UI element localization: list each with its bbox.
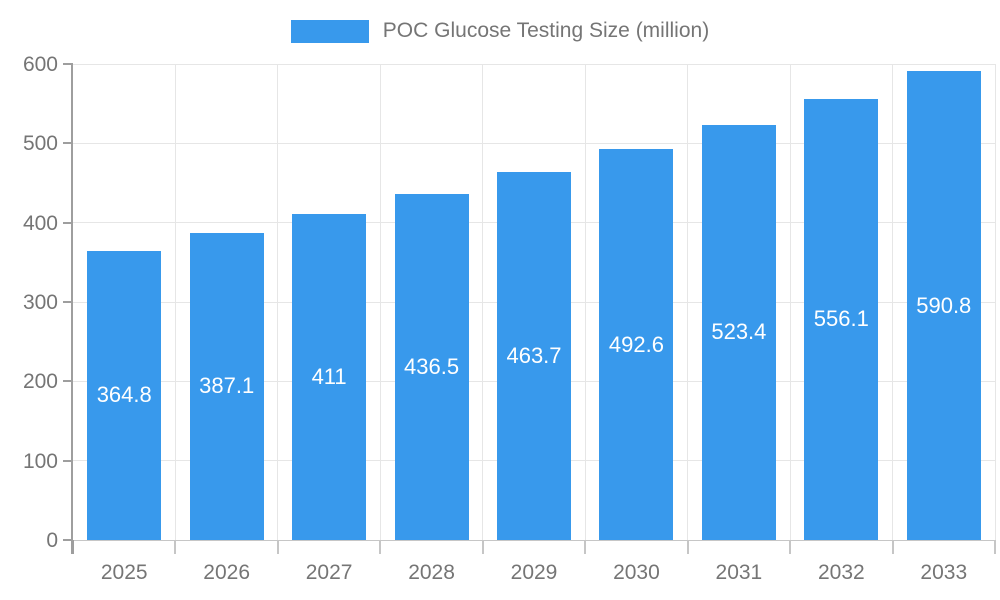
x-axis-tick-label: 2028: [408, 561, 455, 584]
x-axis-tick-label: 2032: [817, 561, 865, 584]
x-axis-tick: [584, 540, 587, 554]
y-axis-tick-label: 600: [22, 53, 58, 76]
x-axis-tick-label: 2033: [920, 561, 968, 584]
y-axis-tick-label: 0: [46, 529, 58, 552]
x-axis-tick-label: 2027: [305, 561, 353, 584]
x-axis-tick-label: 2030: [613, 561, 660, 584]
bar-value-label: 411: [311, 363, 347, 389]
bar[interactable]: 590.8: [906, 71, 981, 540]
x-axis-tick-label: 2025: [100, 561, 148, 584]
bar[interactable]: 387.1: [189, 232, 264, 540]
y-gridline: [73, 142, 995, 144]
legend-item[interactable]: POC Glucose Testing Size (million): [290, 19, 710, 43]
y-axis-tick: [63, 63, 73, 65]
y-axis-tick-label: 200: [22, 370, 58, 394]
bar[interactable]: 523.4: [701, 124, 776, 540]
category-boundary-gridline: [482, 64, 484, 540]
x-axis-tick: [994, 540, 996, 554]
y-gridline: [73, 539, 995, 541]
category-boundary-gridline: [892, 64, 894, 540]
y-axis-tick-label: 300: [22, 291, 58, 314]
category-boundary-gridline: [687, 64, 689, 540]
bar[interactable]: 364.8: [87, 250, 162, 540]
chart-legend: POC Glucose Testing Size (million): [0, 19, 1000, 43]
category-boundary-gridline: [379, 64, 381, 540]
x-axis-tick-label: 2026: [203, 561, 251, 584]
category-boundary-gridline: [174, 64, 176, 540]
y-axis-tick: [63, 221, 73, 224]
x-axis-tick: [686, 540, 689, 554]
bar-value-label: 556.1: [813, 306, 869, 332]
bar-value-label: 364.8: [96, 382, 152, 408]
x-axis-tick: [379, 540, 382, 554]
y-axis-tick: [63, 459, 73, 462]
bar-value-label: 463.7: [506, 343, 562, 369]
category-boundary-gridline: [277, 64, 279, 540]
bar-value-label: 523.4: [711, 319, 767, 345]
category-boundary-gridline: [789, 64, 791, 540]
bar-value-label: 387.1: [199, 373, 255, 399]
legend-color-swatch: [290, 19, 369, 43]
x-axis-tick: [174, 540, 177, 554]
y-axis-tick-label: 400: [22, 211, 58, 235]
x-axis-tick: [891, 540, 894, 554]
y-axis-tick: [63, 142, 73, 145]
x-axis-tick-label: 2029: [510, 561, 558, 584]
y-axis-tick: [63, 380, 73, 383]
x-axis-tick: [276, 540, 279, 554]
bar[interactable]: 463.7: [497, 172, 571, 540]
category-boundary-gridline: [584, 64, 586, 540]
y-gridline: [73, 63, 995, 65]
y-axis-line: [71, 64, 73, 554]
x-axis-tick: [72, 540, 74, 554]
bar[interactable]: 411: [292, 213, 367, 540]
bar-value-label: 492.6: [608, 331, 664, 357]
y-axis-tick: [63, 301, 73, 303]
bar[interactable]: 492.6: [599, 149, 674, 540]
y-axis-tick-label: 100: [22, 449, 58, 473]
bar[interactable]: 556.1: [804, 98, 879, 540]
legend-series-label: POC Glucose Testing Size (million): [382, 19, 710, 42]
bar-value-label: 436.5: [404, 353, 460, 379]
x-axis-tick: [481, 540, 484, 554]
y-axis-tick-label: 500: [22, 132, 58, 156]
category-boundary-gridline: [994, 64, 996, 540]
bar-value-label: 590.8: [916, 292, 972, 318]
bar[interactable]: 436.5: [394, 193, 469, 540]
y-axis-tick: [63, 539, 73, 541]
x-axis-tick-label: 2031: [715, 561, 763, 584]
x-axis-tick: [789, 540, 792, 554]
